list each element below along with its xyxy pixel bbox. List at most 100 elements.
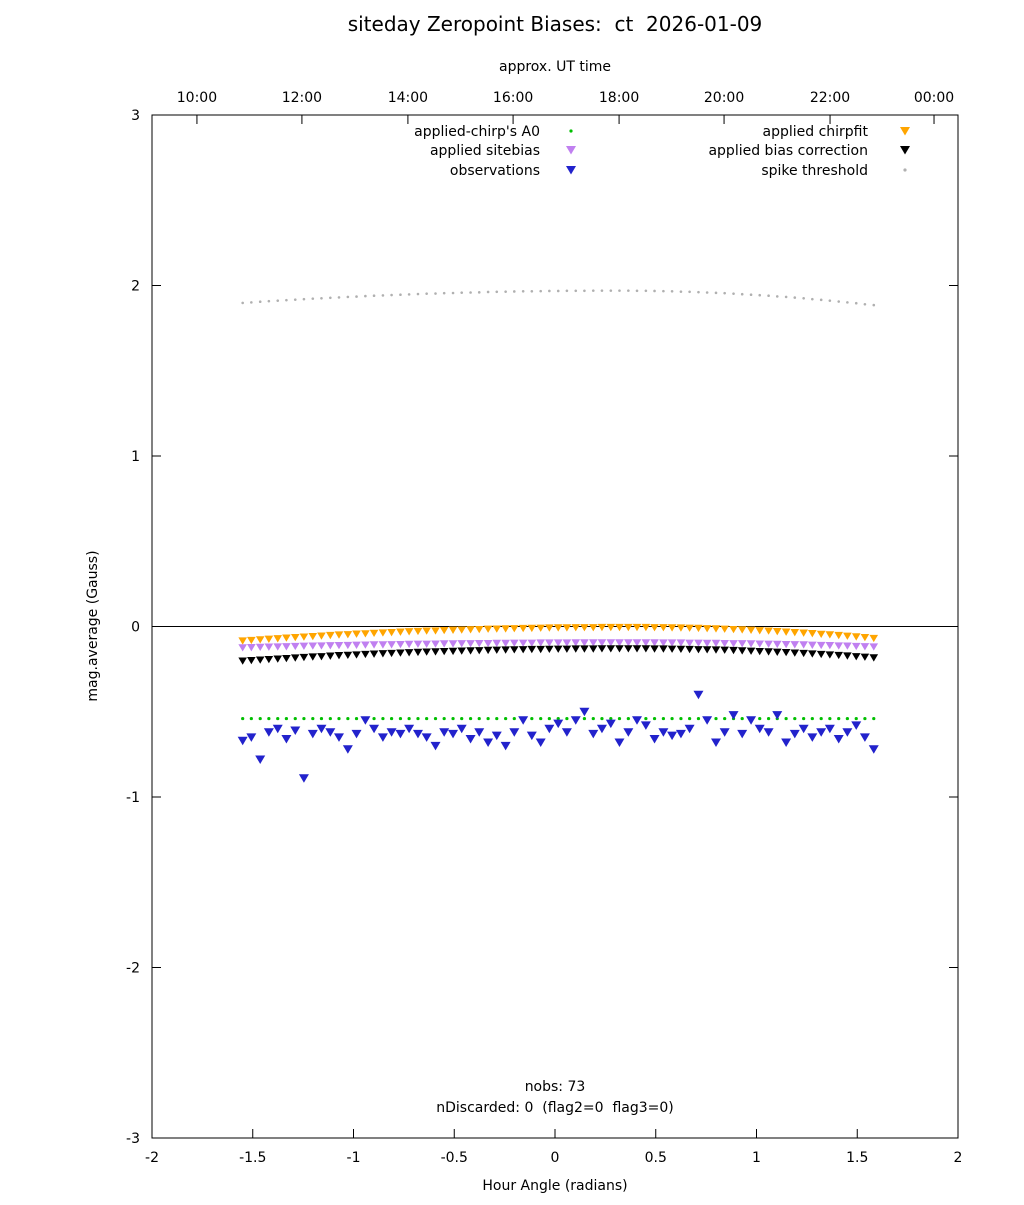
data-point — [342, 745, 353, 754]
data-point — [396, 628, 405, 636]
data-point — [539, 289, 542, 293]
data-point — [255, 755, 266, 764]
data-point — [273, 655, 283, 663]
data-point — [719, 728, 730, 737]
legend-marker-observations — [566, 166, 576, 175]
data-point — [834, 651, 844, 660]
data-point — [694, 639, 703, 647]
data-point — [720, 646, 729, 654]
data-point — [404, 649, 414, 657]
legend-marker-spike-threshold — [903, 168, 907, 172]
data-point — [582, 716, 587, 721]
data-point — [711, 639, 721, 648]
data-point — [772, 648, 782, 656]
data-point — [317, 632, 326, 640]
data-point — [378, 650, 388, 658]
data-point — [808, 650, 817, 658]
data-point — [583, 289, 586, 293]
top-tick-label: 16:00 — [493, 90, 533, 106]
data-point — [457, 626, 467, 634]
data-point — [343, 631, 353, 639]
data-point — [723, 716, 727, 721]
data-point — [547, 716, 551, 721]
data-point — [369, 650, 379, 658]
data-point — [282, 634, 291, 642]
data-point — [714, 716, 718, 721]
data-point — [377, 733, 388, 742]
data-point — [872, 303, 876, 307]
data-point — [562, 645, 572, 653]
data-point — [396, 649, 405, 657]
data-point — [729, 640, 738, 648]
data-point — [624, 645, 633, 653]
data-point — [790, 649, 800, 657]
data-point — [308, 642, 318, 650]
data-point — [302, 716, 306, 721]
data-point — [764, 640, 773, 648]
data-point — [495, 716, 499, 721]
data-point — [588, 645, 598, 653]
x-tick-label: -0.5 — [441, 1150, 468, 1166]
data-point — [802, 716, 806, 721]
data-point — [477, 291, 481, 294]
data-point — [491, 731, 502, 741]
data-point — [483, 639, 493, 648]
data-point — [588, 639, 598, 647]
data-point — [816, 641, 826, 650]
data-point — [501, 625, 510, 633]
data-point — [474, 639, 484, 648]
data-point — [859, 733, 870, 742]
data-point — [247, 636, 256, 645]
data-point — [843, 632, 852, 640]
data-point — [828, 716, 832, 721]
data-point — [846, 301, 849, 304]
data-point — [667, 645, 677, 653]
data-point — [246, 733, 257, 742]
data-point — [293, 716, 297, 721]
data-point — [571, 645, 581, 653]
data-point — [258, 716, 262, 721]
legend-marker-applied-chirpfit — [900, 127, 910, 136]
data-point — [545, 624, 554, 632]
data-point — [399, 293, 402, 297]
y-tick-label: -3 — [126, 1131, 140, 1147]
data-point — [282, 654, 291, 663]
legend-label-spike-threshold: spike threshold — [761, 163, 868, 179]
data-point — [512, 290, 516, 293]
data-point — [492, 625, 502, 633]
data-point — [439, 728, 450, 737]
data-point — [263, 728, 274, 737]
legend-label-applied-chirpfit: applied chirpfit — [763, 124, 869, 140]
data-point — [635, 289, 639, 293]
top-tick-label: 00:00 — [914, 90, 954, 106]
data-point — [425, 292, 428, 295]
data-point — [258, 300, 262, 303]
data-point — [495, 290, 499, 294]
data-point — [675, 729, 686, 739]
data-point — [640, 721, 651, 730]
data-point — [789, 729, 800, 739]
data-point — [378, 641, 388, 649]
data-point — [819, 298, 823, 302]
data-point — [334, 631, 344, 639]
data-point — [641, 623, 651, 632]
data-point — [535, 738, 546, 747]
data-point — [729, 625, 738, 634]
data-point — [615, 639, 624, 647]
series-applied-sitebias — [238, 639, 879, 652]
data-point — [659, 645, 668, 653]
data-point — [466, 626, 475, 634]
data-point — [486, 716, 490, 721]
data-point — [811, 297, 814, 301]
data-point — [439, 626, 449, 635]
data-point — [872, 716, 876, 721]
data-point — [501, 646, 510, 654]
data-point — [597, 623, 607, 632]
data-point — [372, 716, 376, 721]
data-point — [527, 624, 537, 633]
data-point — [329, 296, 332, 300]
data-point — [352, 651, 361, 659]
data-point — [448, 729, 459, 739]
data-point — [311, 716, 315, 721]
data-point — [617, 716, 622, 721]
